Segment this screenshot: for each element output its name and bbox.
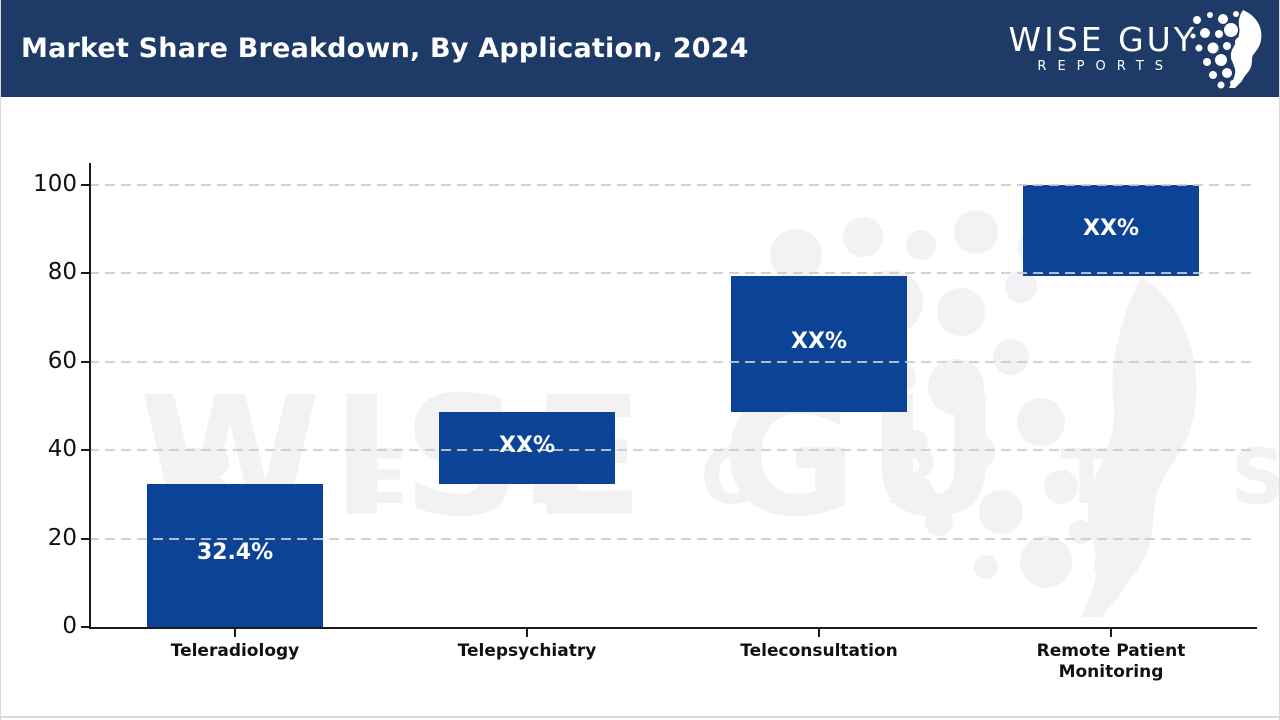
y-axis-tick	[81, 184, 89, 186]
y-axis-tick	[81, 360, 89, 363]
bottom-divider	[1, 716, 1279, 718]
y-tick-label: 100	[33, 171, 77, 197]
y-tick-label: 60	[47, 347, 77, 374]
y-tick-label: 40	[47, 436, 77, 463]
x-axis-tick	[526, 629, 528, 637]
x-category-label: Teleconsultation	[740, 641, 898, 661]
y-axis-tick	[81, 272, 89, 275]
bar-remote-patient-monitoring	[1023, 185, 1199, 277]
y-axis-tick	[81, 449, 89, 452]
y-tick-label: 20	[47, 524, 77, 551]
brand-logo-text: WISE GUY REPORTS	[1008, 19, 1197, 75]
x-category-label: Telepsychiatry	[457, 641, 597, 661]
brand-name: WISE GUY	[1008, 19, 1197, 59]
x-axis-spine	[89, 627, 1257, 629]
grid-line	[89, 184, 1257, 186]
y-tick-label: 80	[47, 259, 77, 286]
page-header: Market Share Breakdown, By Application, …	[1, 0, 1279, 97]
y-axis-tick	[81, 626, 89, 628]
brand-subtitle: REPORTS	[1037, 59, 1175, 75]
bar-value-label: XX%	[499, 432, 555, 458]
y-axis-spine	[89, 163, 91, 629]
bar-value-label: XX%	[1083, 215, 1139, 241]
brand-logo: WISE GUY REPORTS	[1008, 6, 1267, 92]
x-axis-tick	[234, 629, 236, 637]
bar-value-label: XX%	[791, 329, 847, 355]
grid-line	[89, 272, 1257, 275]
y-axis-tick	[81, 537, 89, 540]
x-axis-tick	[1110, 629, 1112, 637]
grid-line	[89, 449, 1257, 452]
x-category-label: Teleradiology	[170, 641, 300, 661]
y-tick-label: 0	[62, 613, 77, 639]
bar-telepsychiatry	[439, 412, 615, 484]
x-category-label: Remote Patient Monitoring	[1036, 641, 1186, 683]
bar-teleradiology	[147, 483, 323, 627]
bar-value-label: 32.4%	[196, 540, 274, 566]
grid-line	[89, 537, 1257, 540]
x-axis-tick	[818, 629, 820, 637]
grid-line	[89, 360, 1257, 363]
dotted-face-icon	[1190, 9, 1262, 88]
page-title: Market Share Breakdown, By Application, …	[21, 33, 749, 64]
